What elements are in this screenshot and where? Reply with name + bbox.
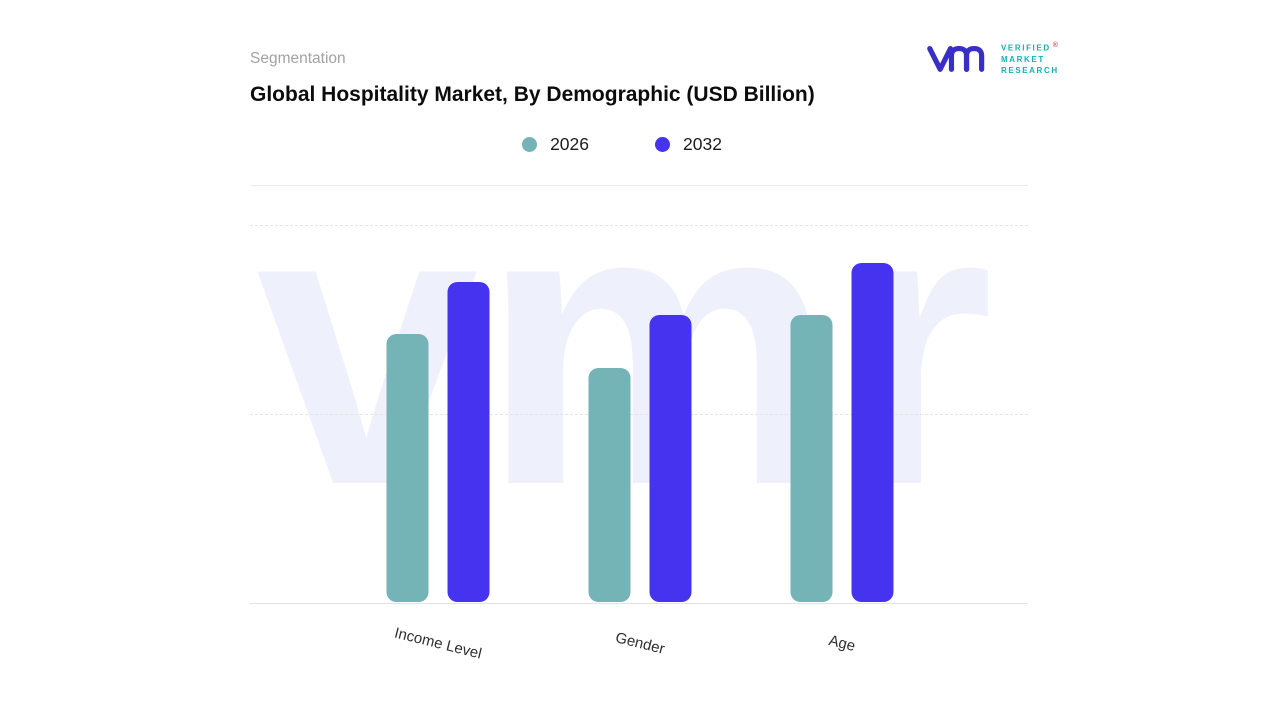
- vmr-logo-text: VERIFIED ® MARKET RESEARCH: [1001, 40, 1059, 76]
- category-label-income-level: Income Level: [392, 624, 484, 663]
- bar-2026-gender: [588, 368, 631, 602]
- legend-swatch-2032: [655, 137, 670, 152]
- chart-title: Global Hospitality Market, By Demographi…: [250, 83, 815, 106]
- bar-group-income-level: [386, 282, 490, 602]
- legend-label-2032: 2032: [683, 134, 722, 154]
- bar-2032-income-level: [447, 282, 490, 602]
- bar-2032-age: [851, 263, 894, 602]
- category-label-age: Age: [827, 632, 858, 655]
- vmr-logo-icon: [927, 45, 985, 72]
- bar-2026-income-level: [386, 334, 429, 602]
- bar-2026-age: [790, 315, 833, 602]
- gridline-top: [250, 225, 1028, 226]
- bar-chart: vmr: [250, 225, 1028, 604]
- bar-2032-gender: [649, 315, 692, 602]
- header-divider: [250, 185, 1028, 186]
- legend-swatch-2026: [522, 137, 538, 152]
- category-label-gender: Gender: [613, 629, 667, 658]
- logo-line-1: VERIFIED: [1001, 43, 1051, 53]
- vmr-logo: VERIFIED ® MARKET RESEARCH: [926, 40, 1059, 76]
- legend-item-2026[interactable]: 2026: [522, 134, 589, 155]
- gridline-middle: [250, 414, 1028, 415]
- x-axis-line: [250, 603, 1028, 604]
- logo-line-2: MARKET: [1001, 54, 1045, 64]
- chart-legend: 2026 2032: [233, 134, 1011, 155]
- legend-item-2032[interactable]: 2032: [655, 134, 722, 155]
- bar-group-gender: [588, 315, 692, 602]
- bar-group-age: [790, 263, 894, 602]
- category-labels: Income Level Gender Age: [250, 603, 1028, 693]
- legend-label-2026: 2026: [550, 134, 589, 154]
- eyebrow-label: Segmentation: [250, 50, 346, 67]
- plot-area: [250, 225, 1028, 603]
- logo-line-3: RESEARCH: [1001, 65, 1059, 75]
- registered-mark: ®: [1052, 42, 1058, 49]
